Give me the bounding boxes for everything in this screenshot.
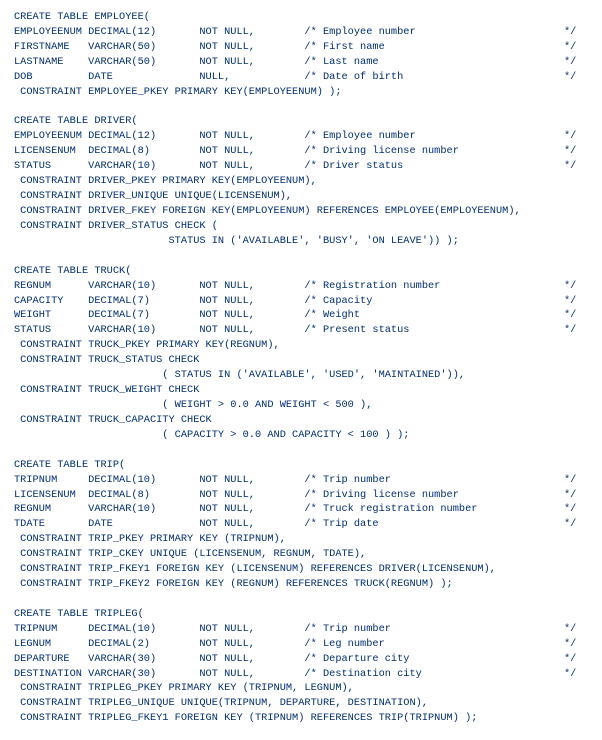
sql-schema-code: CREATE TABLE EMPLOYEE( EMPLOYEENUM DECIM… (0, 0, 602, 740)
